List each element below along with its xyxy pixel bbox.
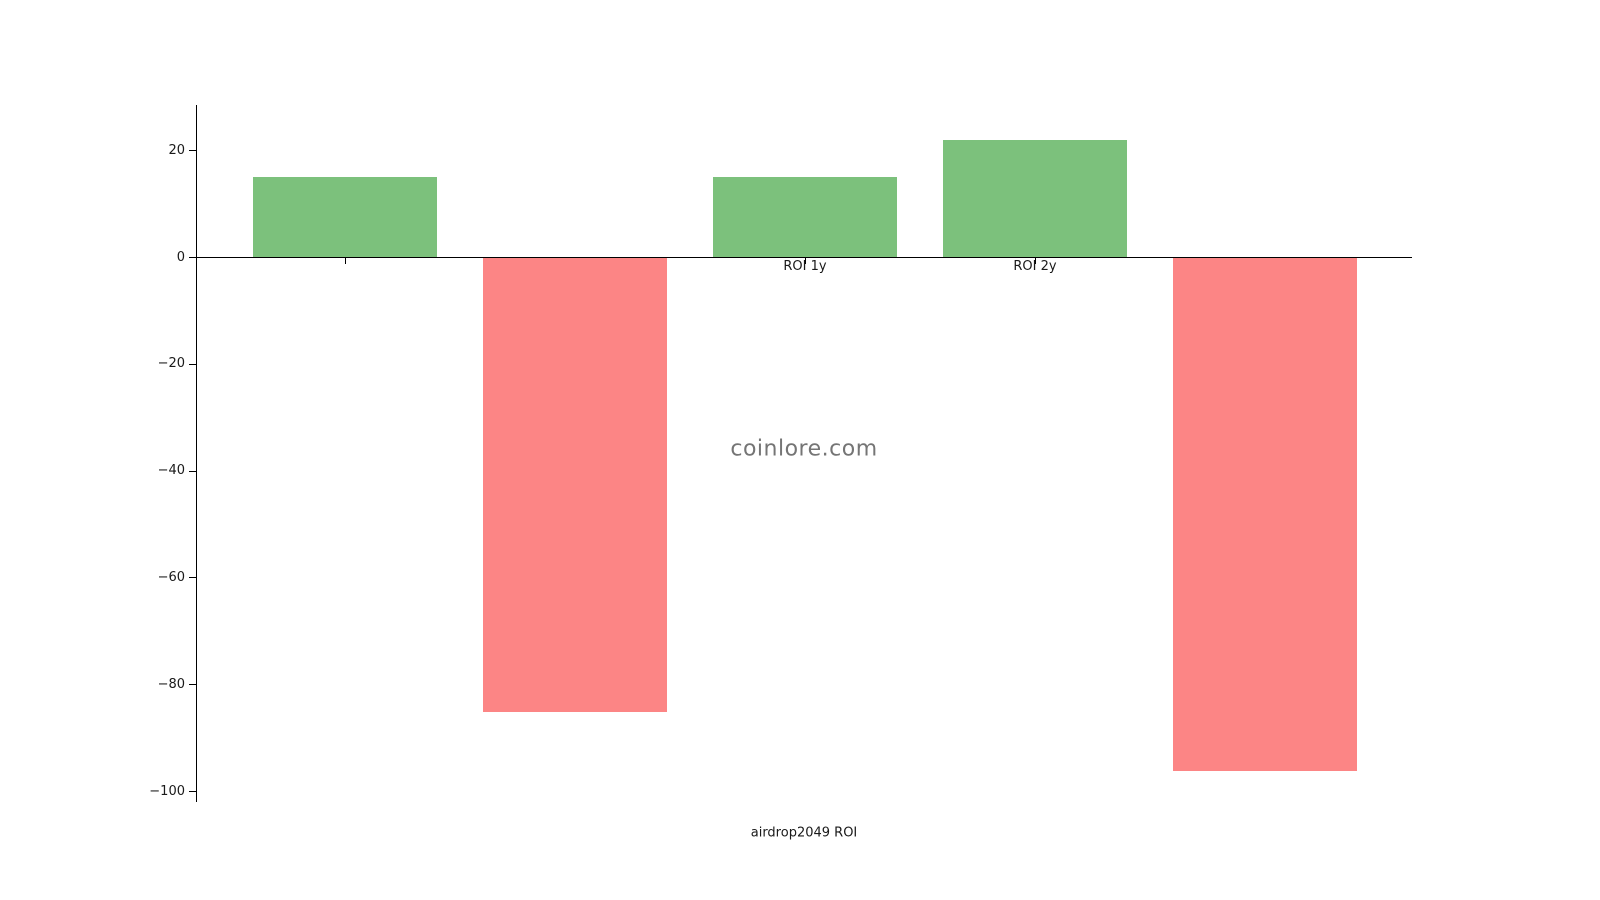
y-tick-mark — [189, 363, 196, 365]
x-tick-mark — [805, 257, 806, 264]
chart-bar — [1173, 258, 1357, 771]
y-tick-mark — [189, 577, 196, 579]
y-tick-label: −20 — [157, 356, 185, 372]
y-tick-mark — [189, 150, 196, 152]
y-tick-label: 20 — [168, 142, 185, 158]
x-tick-label: ROI 2y — [1013, 259, 1057, 274]
y-axis-spine — [196, 105, 197, 802]
x-axis-zero-line — [196, 257, 1412, 258]
y-tick-label: −100 — [149, 783, 185, 799]
watermark-text: coinlore.com — [730, 436, 878, 462]
y-tick-mark — [189, 470, 196, 472]
y-tick-label: 0 — [176, 249, 185, 265]
x-tick-mark — [1035, 257, 1036, 264]
chart-bar — [253, 176, 437, 257]
y-tick-label: −80 — [157, 676, 185, 692]
y-tick-label: −40 — [157, 463, 185, 479]
y-tick-mark — [189, 684, 196, 686]
y-tick-mark — [189, 791, 196, 792]
chart-bar — [713, 176, 897, 257]
chart-bar — [483, 258, 667, 712]
y-tick-label: −60 — [157, 569, 185, 585]
chart-title: airdrop2049 ROI — [750, 825, 858, 841]
x-tick-label: ROI 1y — [783, 259, 827, 274]
x-tick-mark — [345, 257, 346, 264]
y-tick-mark — [189, 257, 196, 258]
chart-bar — [943, 139, 1127, 257]
